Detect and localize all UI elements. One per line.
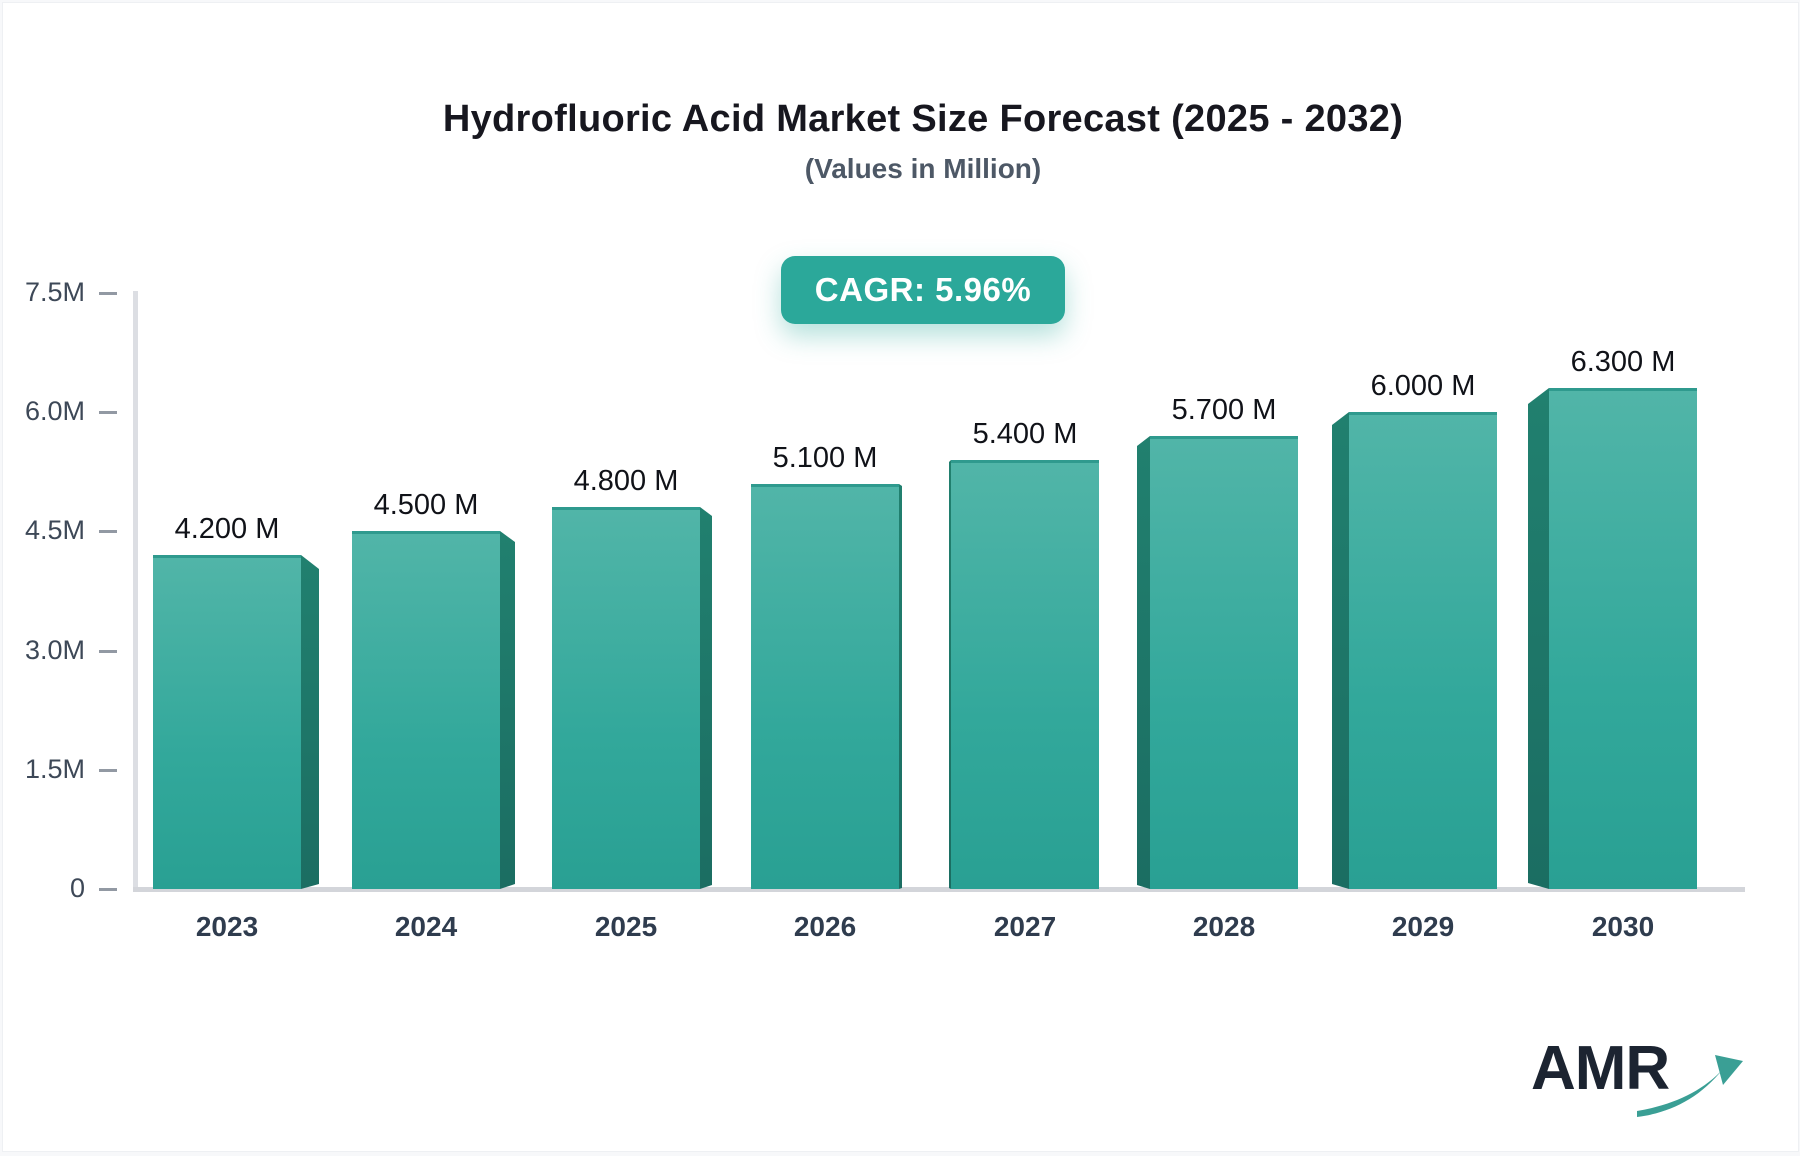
bar-2026[interactable]	[751, 484, 899, 889]
bar-3d-side-2029	[1332, 412, 1349, 889]
bar-value-label: 4.200 M	[174, 513, 280, 545]
bar-2024[interactable]	[352, 531, 500, 889]
y-axis-tick-label: 0	[69, 873, 85, 903]
x-axis-label-2029: 2029	[1391, 911, 1455, 942]
x-axis-line	[133, 887, 1745, 892]
y-axis-tick-label: 1.5M	[24, 753, 85, 784]
bar-2030[interactable]	[1549, 388, 1697, 889]
amr-logo-text: AMR	[1531, 1034, 1670, 1103]
x-axis-label-2028: 2028	[1192, 911, 1256, 942]
y-axis-tick-mark	[99, 530, 117, 534]
cagr-badge-band: CAGR: 5.96%	[23, 256, 1800, 324]
bar-3d-side-2026	[899, 484, 902, 889]
bar-2029[interactable]	[1349, 412, 1497, 889]
bar-3d-side-2024	[500, 531, 515, 889]
y-axis-tick-label: 6.0M	[24, 396, 85, 426]
bar-value-label: 5.100 M	[772, 442, 878, 474]
y-axis-tick-label: 4.5M	[24, 515, 85, 546]
x-axis-label-2030: 2030	[1591, 911, 1655, 942]
amr-logo: AMR	[1531, 1033, 1761, 1133]
bar-2027[interactable]	[951, 460, 1099, 889]
bar-value-label: 6.000 M	[1370, 370, 1476, 402]
chart-subtitle: (Values in Million)	[804, 153, 1042, 184]
bar-value-label: 5.400 M	[972, 418, 1078, 450]
x-axis-label-2024: 2024	[394, 911, 458, 942]
y-axis-tick-label: 3.0M	[24, 634, 85, 665]
bar-value-label: 4.500 M	[373, 489, 479, 521]
bar-3d-side-2028	[1137, 436, 1150, 889]
bar-value-label: 5.700 M	[1171, 394, 1277, 426]
x-axis-label-2025: 2025	[594, 911, 658, 942]
bar-2025[interactable]	[552, 507, 700, 889]
bar-2028[interactable]	[1150, 436, 1298, 889]
growth-arrow-icon	[1637, 1055, 1743, 1117]
y-axis-line	[133, 291, 138, 892]
y-axis-tick-mark	[99, 768, 117, 772]
y-axis-tick-label: 7.5M	[24, 276, 85, 307]
chart-title: Hydrofluoric Acid Market Size Forecast (…	[442, 98, 1404, 140]
bar-3d-side-2025	[700, 507, 712, 889]
bar-2023[interactable]	[153, 555, 301, 889]
y-axis-tick-mark	[99, 411, 117, 414]
bar-3d-side-2027	[949, 460, 951, 889]
x-axis-label-2027: 2027	[993, 911, 1057, 942]
bar-3d-side-2023	[301, 555, 319, 889]
cagr-badge: CAGR: 5.96%	[780, 256, 1066, 324]
bar-3d-side-2030	[1528, 388, 1549, 889]
x-axis-label-2026: 2026	[793, 911, 857, 942]
bar-value-label: 6.300 M	[1570, 346, 1676, 378]
y-axis-tick-mark	[99, 649, 117, 653]
bar-value-label: 4.800 M	[573, 465, 679, 497]
y-axis-tick-mark	[99, 291, 117, 295]
x-axis-label-2023: 2023	[195, 911, 259, 942]
y-axis-tick-mark	[99, 888, 117, 891]
